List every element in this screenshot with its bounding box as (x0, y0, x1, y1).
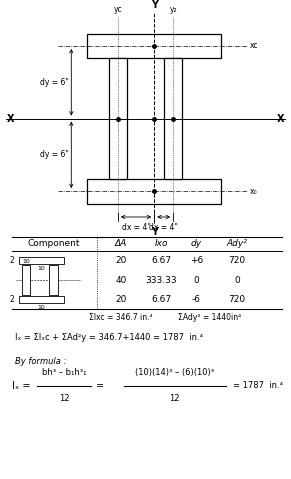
Text: Y: Y (151, 0, 158, 10)
Text: X: X (6, 114, 14, 124)
Text: ΔA: ΔA (115, 240, 127, 248)
Text: dx = 4": dx = 4" (149, 223, 178, 232)
Text: 12: 12 (59, 394, 69, 403)
Text: 6.67: 6.67 (151, 295, 172, 304)
Text: 10: 10 (22, 259, 30, 264)
Text: 0: 0 (194, 276, 199, 285)
Text: 720: 720 (229, 295, 246, 304)
Text: 12: 12 (169, 394, 180, 403)
Bar (49, 265, 58, 295)
Text: 5': 5' (51, 297, 56, 301)
Text: (10)(14)³ – (6)(10)³: (10)(14)³ – (6)(10)³ (135, 368, 214, 377)
Text: 0: 0 (234, 276, 240, 285)
Bar (109, 58, 127, 179)
Text: dy: dy (191, 240, 202, 248)
Text: y₂: y₂ (169, 5, 177, 14)
Text: ΣAdy² = 1440in⁴: ΣAdy² = 1440in⁴ (178, 313, 241, 322)
Text: 2: 2 (10, 295, 15, 304)
Text: dy = 6": dy = 6" (40, 150, 68, 160)
Bar (164, 58, 182, 179)
Text: 10: 10 (38, 305, 45, 310)
Text: x₀: x₀ (250, 187, 258, 195)
Text: +6: +6 (190, 256, 203, 265)
Text: dy = 6": dy = 6" (40, 78, 68, 87)
Text: 720: 720 (229, 256, 246, 265)
Text: Y: Y (151, 227, 158, 237)
Bar (87, 34, 221, 58)
Text: 40: 40 (115, 276, 127, 285)
Text: bh³ – b₁h³₁: bh³ – b₁h³₁ (42, 368, 86, 377)
Text: dx = 4": dx = 4" (122, 223, 150, 232)
Text: = 1787  in.⁴: = 1787 in.⁴ (233, 381, 283, 390)
Bar (22, 265, 30, 295)
Text: Ady²: Ady² (227, 240, 248, 248)
Bar (19, 257, 64, 264)
Text: By formula :: By formula : (15, 357, 66, 366)
Bar (19, 296, 64, 303)
Text: Ixo: Ixo (155, 240, 168, 248)
Text: Iₓ = ΣIₓc + ΣAd²y = 346.7+1440 = 1787  in.⁴: Iₓ = ΣIₓc + ΣAd²y = 346.7+1440 = 1787 in… (15, 333, 203, 342)
Text: 6.67: 6.67 (151, 256, 172, 265)
Text: 2: 2 (24, 297, 28, 301)
Text: X: X (277, 114, 285, 124)
Text: 333.33: 333.33 (146, 276, 177, 285)
Text: xc: xc (250, 42, 259, 50)
Text: 2: 2 (10, 256, 15, 265)
Bar (87, 179, 221, 204)
Text: ΣIxc = 346.7 in.⁴: ΣIxc = 346.7 in.⁴ (89, 313, 152, 322)
Text: =: = (96, 381, 104, 390)
Text: 10: 10 (38, 266, 45, 271)
Text: -6: -6 (192, 295, 201, 304)
Text: Component: Component (28, 240, 80, 248)
Text: 20: 20 (115, 295, 127, 304)
Text: yc: yc (113, 5, 122, 14)
Text: 20: 20 (115, 256, 127, 265)
Text: Iₓ =: Iₓ = (12, 381, 30, 390)
